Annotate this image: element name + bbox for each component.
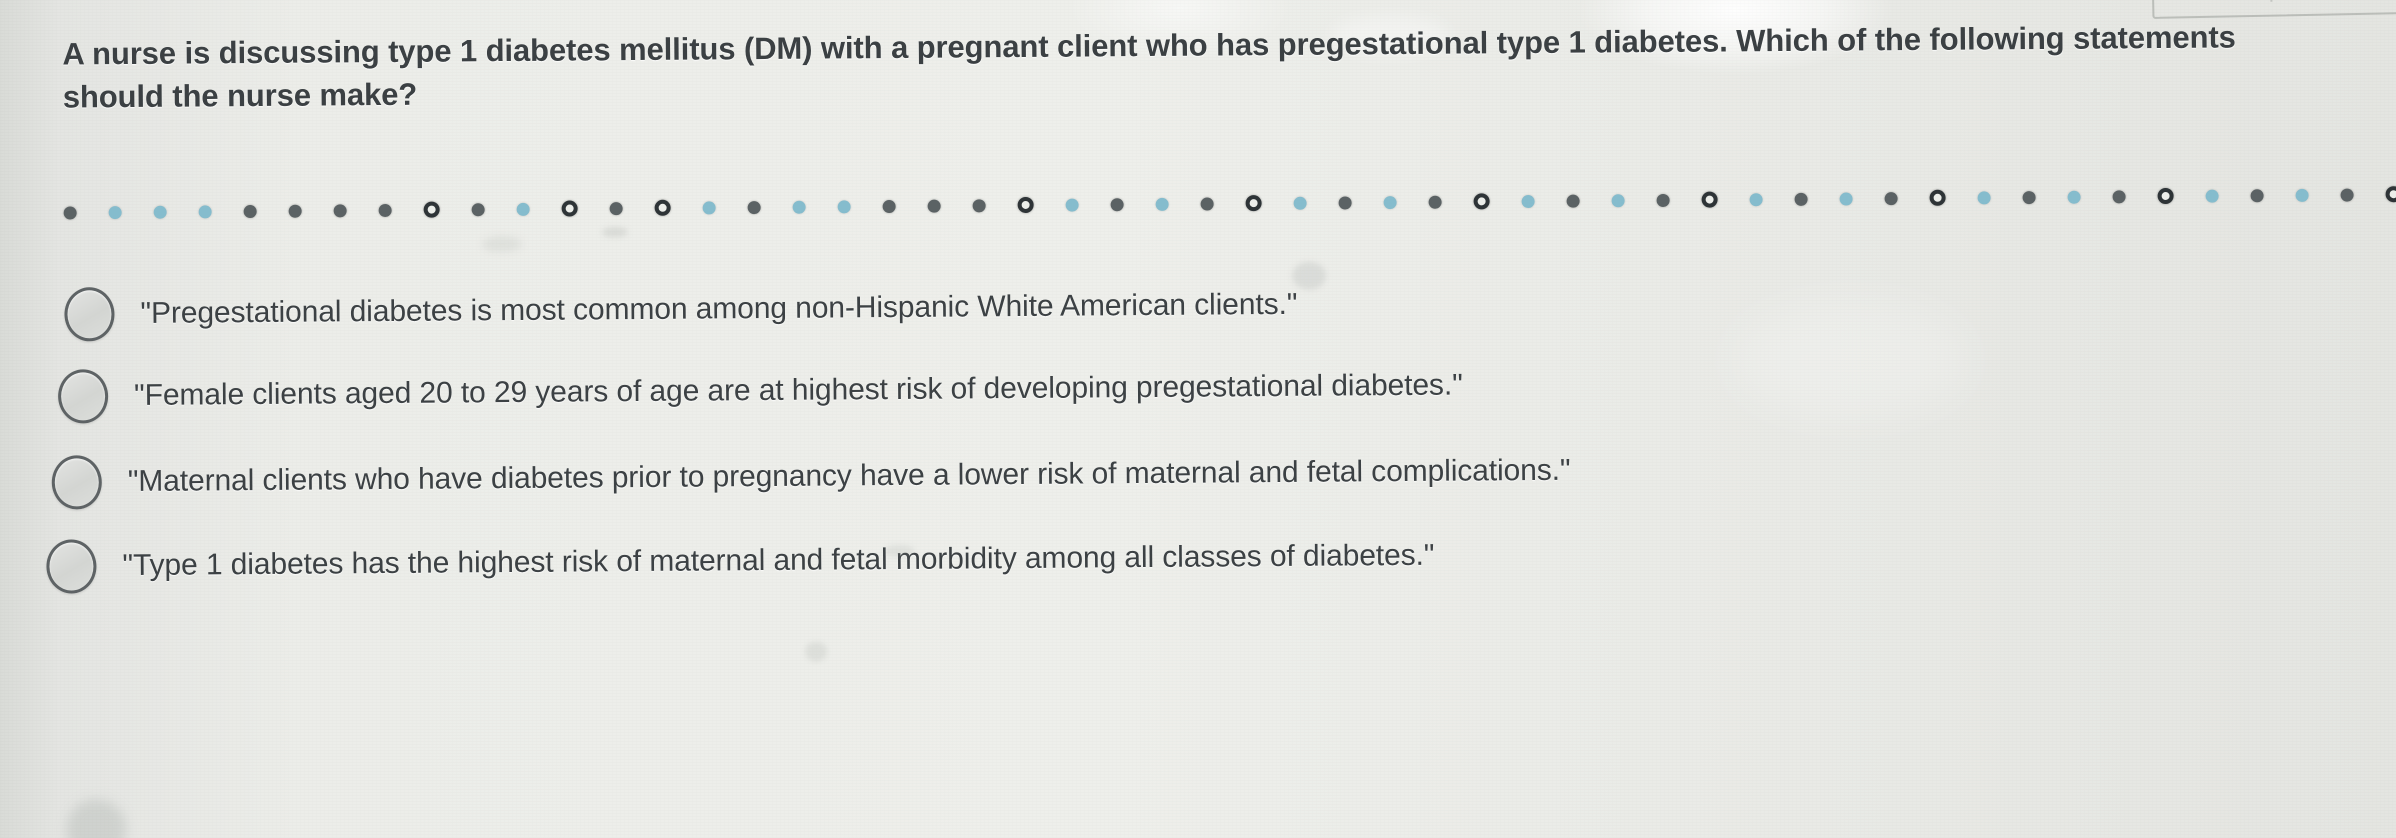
answer-option-c-label: "Maternal clients who have diabetes prio…	[127, 453, 1571, 499]
divider-dot-dark	[333, 203, 347, 217]
dust-speck	[1292, 261, 1327, 290]
divider-dot-ring	[1929, 189, 1946, 206]
divider-dot-blue	[2295, 188, 2309, 202]
radio-button-a[interactable]	[64, 287, 115, 342]
answer-option-d-label: "Type 1 diabetes has the highest risk of…	[122, 538, 1435, 583]
dust-speck	[601, 227, 628, 238]
divider-dot-dark	[927, 199, 941, 213]
divider-dot-dark	[972, 198, 986, 212]
dust-speck	[805, 641, 828, 662]
divider-dot-dark	[243, 204, 257, 218]
answer-option-d[interactable]: "Type 1 diabetes has the highest risk of…	[46, 529, 1434, 594]
divider-dot-dark	[1656, 193, 1670, 207]
divider-dot-dark	[2340, 188, 2354, 202]
divider-dot-ring	[2157, 187, 2174, 205]
divider-dot-dark	[1794, 192, 1808, 206]
answer-option-a-label: "Pregestational diabetes is most common …	[140, 287, 1298, 330]
corner-shadow	[66, 799, 127, 838]
dotted-divider	[63, 179, 2396, 227]
divider-dot-blue	[2067, 190, 2081, 204]
divider-dot-blue	[1977, 190, 1991, 204]
divider-dot-ring	[561, 200, 578, 217]
divider-dot-blue	[1611, 193, 1625, 207]
divider-dot-blue	[108, 205, 122, 219]
divider-dot-blue	[1293, 196, 1307, 210]
answer-option-b[interactable]: "Female clients aged 20 to 29 years of a…	[57, 359, 1463, 424]
divider-dot-dark	[2250, 188, 2264, 202]
divider-dot-dark	[1338, 195, 1352, 209]
divider-dot-blue	[1155, 197, 1169, 211]
divider-dot-dark	[63, 205, 77, 220]
radio-button-d[interactable]	[46, 539, 97, 594]
divider-dot-blue	[1521, 194, 1535, 208]
divider-dot-dark	[609, 201, 623, 215]
divider-dot-ring	[1473, 193, 1490, 210]
divider-dot-dark	[378, 203, 392, 217]
dust-speck	[481, 235, 522, 253]
divider-dot-dark	[2022, 190, 2036, 204]
answer-option-a[interactable]: "Pregestational diabetes is most common …	[64, 278, 1297, 342]
divider-dot-ring	[2385, 186, 2396, 203]
divider-dot-dark	[471, 202, 485, 216]
divider-dot-blue	[1065, 198, 1079, 212]
divider-dot-ring	[1245, 195, 1262, 212]
divider-dot-ring	[654, 199, 671, 216]
divider-dot-ring	[423, 201, 440, 218]
divider-dot-blue	[2205, 189, 2219, 203]
radio-button-c[interactable]	[51, 455, 103, 510]
divider-dot-dark	[1200, 196, 1214, 211]
divider-dot-blue	[1383, 195, 1397, 209]
answer-option-c[interactable]: "Maternal clients who have diabetes prio…	[51, 444, 1571, 510]
divider-dot-blue	[198, 204, 212, 218]
divider-dot-blue	[1749, 192, 1763, 206]
divider-dot-dark	[747, 200, 761, 214]
answer-option-b-label: "Female clients aged 20 to 29 years of a…	[133, 368, 1463, 412]
divider-dot-dark	[1110, 197, 1124, 211]
divider-dot-ring	[1017, 196, 1034, 214]
divider-dot-blue	[837, 199, 851, 213]
divider-dot-blue	[153, 205, 167, 219]
divider-dot-dark	[2112, 189, 2126, 203]
divider-dot-blue	[792, 200, 806, 214]
radio-button-b[interactable]	[57, 369, 109, 424]
divider-dot-dark	[1566, 194, 1580, 208]
divider-dot-dark	[1428, 195, 1442, 209]
divider-dot-dark	[288, 204, 302, 218]
divider-dot-blue	[516, 202, 530, 216]
page-title: A nurse is discussing type 1 diabetes me…	[62, 19, 2236, 115]
divider-dot-ring	[1701, 191, 1718, 208]
divider-dot-blue	[702, 200, 716, 214]
divider-dot-dark	[882, 199, 896, 213]
divider-dot-blue	[1839, 191, 1853, 206]
divider-dot-dark	[1884, 191, 1898, 205]
